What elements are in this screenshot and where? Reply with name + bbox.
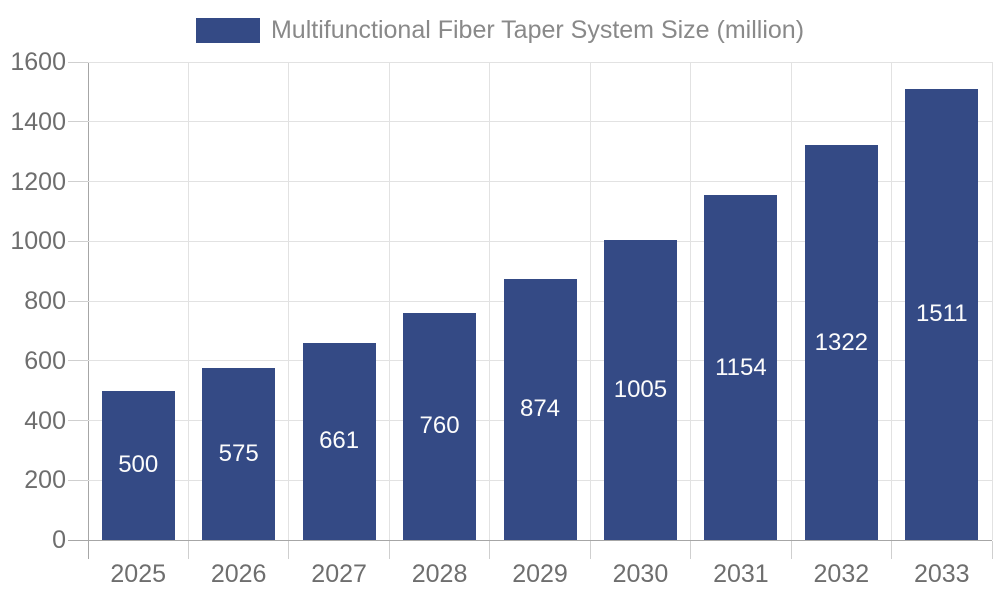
y-axis-line [88,62,89,558]
gridline [891,62,893,540]
gridline [388,62,390,540]
gridline [88,121,992,123]
x-axis-tick-label: 2026 [210,560,267,588]
axis-tick [891,541,893,559]
gridline [88,181,992,182]
legend[interactable]: Multifunctional Fiber Taper System Size … [0,17,1000,43]
y-axis-tick-label: 600 [24,346,66,375]
bar-value-label: 1511 [915,300,968,328]
bar-value-label: 500 [118,451,159,479]
y-axis-tick-label: 200 [24,466,66,495]
gridline [288,62,290,540]
gridline [991,62,993,540]
bar-value-label: 760 [419,412,460,440]
x-axis-tick-label: 2030 [612,560,669,588]
axis-tick [68,360,88,362]
y-axis-tick-label: 1400 [10,107,66,136]
axis-tick [790,541,792,559]
bar: 874 [503,278,577,540]
axis-tick [589,541,591,559]
x-axis-tick-label: 2033 [913,560,970,588]
axis-tick [991,541,993,559]
x-axis-tick-label: 2031 [713,560,769,588]
x-axis-line [68,540,992,541]
bar: 760 [403,312,477,540]
bar-value-label: 575 [218,440,259,468]
axis-tick [68,121,88,123]
x-axis-tick-label: 2027 [311,560,367,588]
axis-tick [690,541,692,559]
legend-label: Multifunctional Fiber Taper System Size … [270,16,805,44]
bar-value-label: 1154 [715,353,767,381]
gridline [790,62,792,540]
legend-swatch [195,17,260,43]
axis-tick [68,479,88,481]
bar: 1154 [704,195,778,540]
y-axis-tick-label: 1600 [10,48,66,76]
axis-tick [68,240,88,242]
bar: 1322 [804,145,878,540]
axis-tick [187,541,189,559]
bar-value-label: 874 [519,395,561,423]
bar: 1005 [603,239,677,540]
axis-tick [68,300,88,302]
bar-value-label: 661 [319,427,360,455]
axis-tick [68,420,88,421]
gridline [489,62,491,540]
gridline [88,61,992,63]
y-axis-tick-label: 400 [24,406,66,435]
bar: 500 [101,390,175,540]
gridline [690,62,692,540]
axis-tick [489,541,491,559]
bar: 575 [202,368,276,540]
gridline [88,240,992,242]
bar-value-label: 1322 [814,328,869,356]
x-axis-tick-label: 2032 [813,560,870,588]
y-axis-tick-label: 800 [24,287,66,315]
plot-area: 500 575 661 760 874 1005 1154 1322 1511 [88,61,993,540]
axis-tick [288,541,290,559]
axis-tick [68,61,88,63]
y-axis-tick-label: 1000 [10,227,66,256]
y-axis-tick-label: 1200 [10,167,66,196]
gridline [589,62,591,540]
x-axis-tick-label: 2025 [110,560,167,588]
x-axis-tick-label: 2028 [411,560,468,588]
axis-tick [87,541,89,559]
bar: 1511 [905,88,979,540]
axis-tick [68,181,88,182]
bar: 661 [302,342,376,540]
axis-tick [388,541,390,559]
gridline [187,62,189,540]
y-axis-tick-label: 0 [52,526,66,554]
x-axis-tick-label: 2029 [512,560,568,588]
bar-value-label: 1005 [613,375,668,403]
